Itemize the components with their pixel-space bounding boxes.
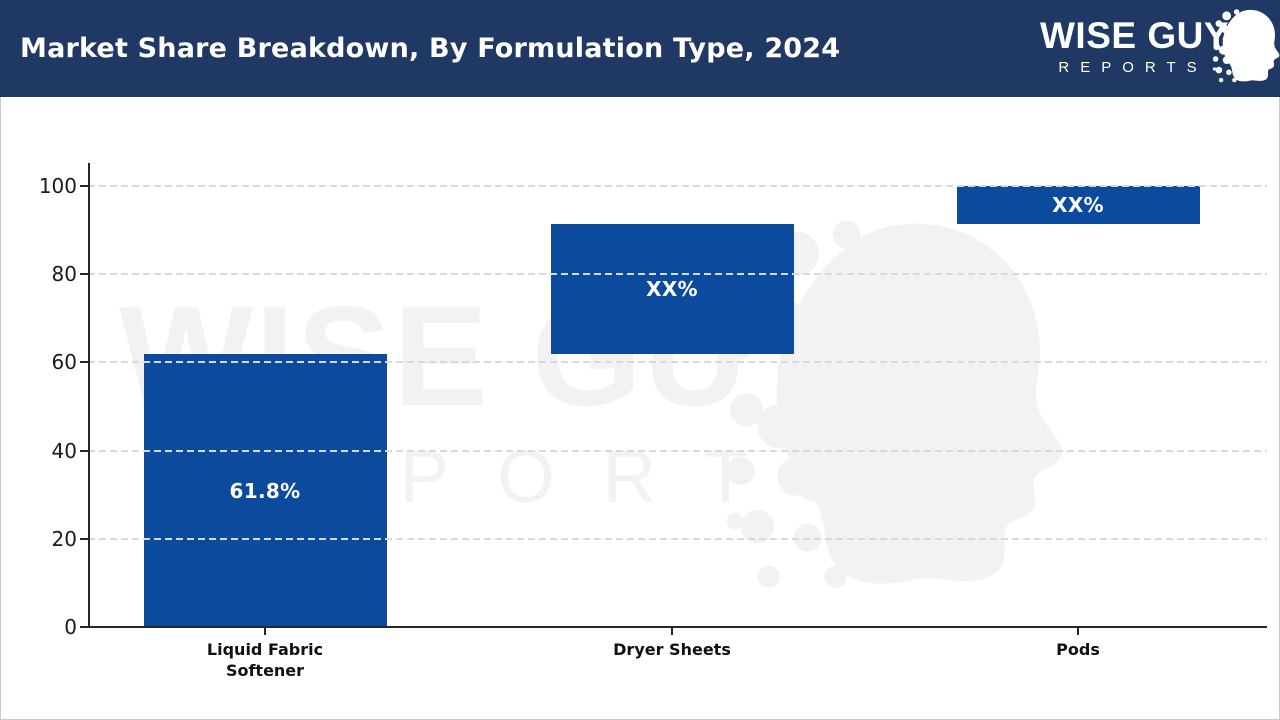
chart-card: WISE GUY REPORTS 0 20 40 60 80 100 61.8% XX% XX%… bbox=[0, 97, 1280, 720]
bar-segment: XX% bbox=[956, 186, 1200, 224]
y-tick-label-80: 80 bbox=[51, 262, 77, 287]
gridline-20 bbox=[88, 537, 1267, 540]
y-tick-40 bbox=[80, 449, 88, 452]
bar-segment: 61.8% bbox=[143, 354, 387, 627]
gridline-80 bbox=[88, 273, 1267, 276]
gridline-100 bbox=[88, 185, 1267, 187]
bar-value-label: XX% bbox=[646, 277, 698, 302]
y-tick-label-60: 60 bbox=[51, 350, 77, 375]
logo-subtext: REPORTS bbox=[1058, 59, 1208, 76]
bar-segment: XX% bbox=[550, 223, 794, 355]
x-category-label: Dryer Sheets bbox=[613, 640, 731, 659]
gridline-40 bbox=[88, 449, 1267, 452]
y-tick-100 bbox=[80, 185, 88, 187]
logo-text: WISE GUY REPORTS bbox=[1040, 15, 1230, 78]
x-category-label: Pods bbox=[1056, 640, 1100, 659]
y-tick-label-40: 40 bbox=[51, 438, 77, 463]
x-tick bbox=[264, 628, 266, 635]
x-tick bbox=[1077, 628, 1079, 635]
y-axis-line bbox=[88, 163, 90, 628]
bar-value-label: XX% bbox=[1052, 192, 1104, 217]
y-tick-0 bbox=[80, 626, 88, 628]
gridline-60 bbox=[88, 361, 1267, 364]
y-tick-80 bbox=[80, 273, 88, 276]
y-tick-label-0: 0 bbox=[64, 615, 77, 639]
y-tick-label-20: 20 bbox=[51, 526, 77, 551]
bar-value-label: 61.8% bbox=[229, 478, 301, 503]
page-title: Market Share Breakdown, By Formulation T… bbox=[20, 33, 841, 64]
x-axis-line bbox=[88, 626, 1267, 628]
y-tick-60 bbox=[80, 361, 88, 364]
wiseguy-logo: WISE GUY REPORTS bbox=[1032, 0, 1280, 97]
x-category-label: Liquid Fabric Softener bbox=[206, 640, 324, 680]
y-tick-label-100: 100 bbox=[38, 174, 77, 198]
header-bar: Market Share Breakdown, By Formulation T… bbox=[0, 0, 1280, 97]
logo-wordmark: WISE GUY bbox=[1040, 15, 1230, 56]
x-tick bbox=[671, 628, 673, 635]
y-tick-20 bbox=[80, 537, 88, 540]
